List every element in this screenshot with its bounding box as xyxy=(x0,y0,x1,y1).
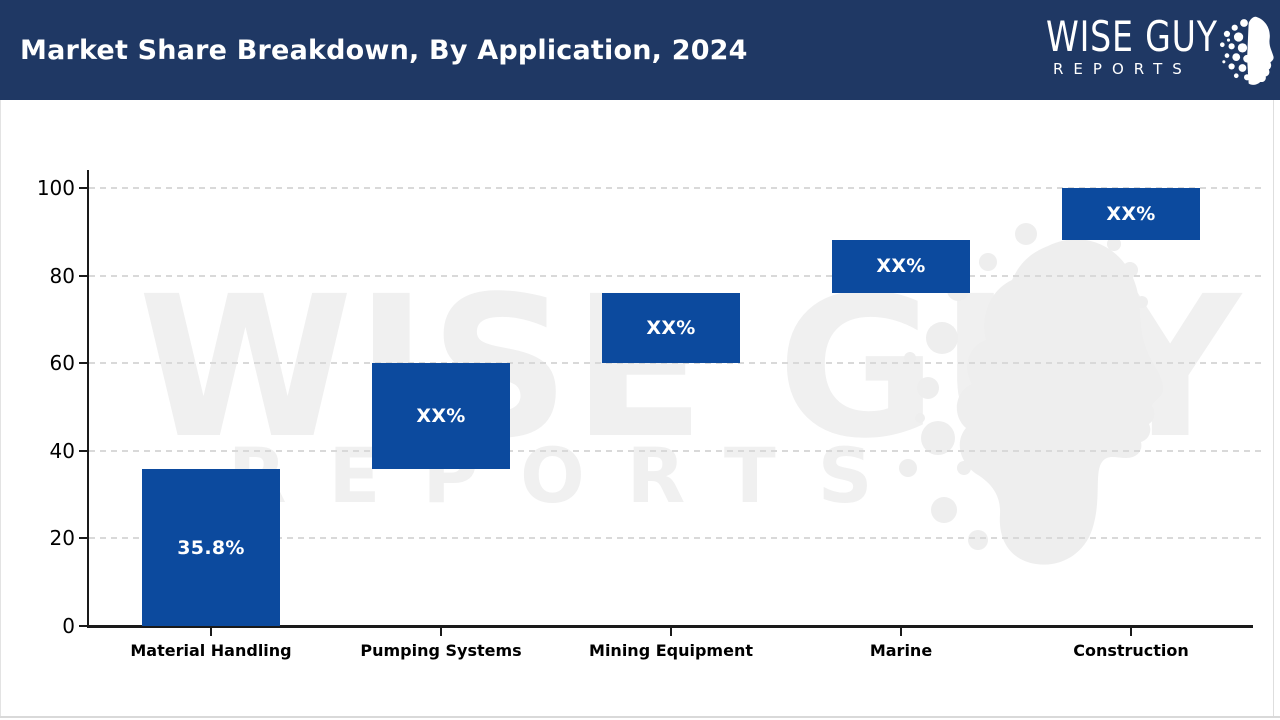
wiseguy-logo: WISE GUY REPORTS xyxy=(1046,0,1276,100)
x-category-label-marine: Marine xyxy=(869,641,933,660)
x-category-label-pumping-systems: Pumping Systems xyxy=(360,641,522,660)
gridline-100 xyxy=(89,187,1262,189)
chart-area: WISE GUY REPORTS 0 20 40 60 80 100 35.8% Materi… xyxy=(0,100,1280,720)
x-category-label-material-handling: Material Handling xyxy=(130,641,292,660)
bar-pumping-systems: XX% xyxy=(372,363,510,470)
gridline-80 xyxy=(89,274,1262,277)
y-tick-20 xyxy=(79,537,87,540)
logo-wordmark: WISE GUY xyxy=(1046,12,1218,61)
logo-subtitle: REPORTS xyxy=(1053,60,1192,78)
x-tick-mining-equipment xyxy=(670,628,672,636)
frame-border-right xyxy=(1273,100,1274,716)
frame-border-left xyxy=(0,100,1,716)
bar-value-label: XX% xyxy=(876,255,926,278)
logo-head-icon xyxy=(1219,16,1274,85)
x-tick-pumping-systems xyxy=(440,628,442,636)
y-tick-label: 60 xyxy=(49,351,75,376)
y-tick-label: 0 xyxy=(62,614,75,638)
page-header: Market Share Breakdown, By Application, … xyxy=(0,0,1280,100)
y-tick-40 xyxy=(79,449,87,452)
gridline-20 xyxy=(89,537,1262,540)
gridline-60 xyxy=(89,362,1262,365)
x-tick-marine xyxy=(900,628,902,636)
y-tick-label: 80 xyxy=(49,263,75,288)
bar-value-label: XX% xyxy=(646,317,696,340)
bar-value-label: XX% xyxy=(416,405,466,428)
y-tick-label: 100 xyxy=(36,176,75,200)
y-tick-60 xyxy=(79,362,87,365)
gridline-40 xyxy=(89,449,1262,452)
y-tick-100 xyxy=(79,187,87,189)
y-axis-line xyxy=(87,170,89,628)
y-tick-80 xyxy=(79,274,87,277)
x-tick-construction xyxy=(1130,628,1132,636)
bar-material-handling: 35.8% xyxy=(142,469,280,626)
y-tick-0 xyxy=(79,625,87,627)
x-axis-line xyxy=(87,625,1253,628)
frame-border-bottom xyxy=(0,716,1280,718)
x-category-label-mining-equipment: Mining Equipment xyxy=(589,641,753,660)
bar-marine: XX% xyxy=(832,239,970,294)
y-tick-label: 40 xyxy=(49,438,75,463)
page-title: Market Share Breakdown, By Application, … xyxy=(20,34,748,66)
bar-value-label: 35.8% xyxy=(177,536,245,559)
bar-mining-equipment: XX% xyxy=(602,293,740,364)
y-tick-label: 20 xyxy=(49,526,75,551)
bar-construction: XX% xyxy=(1062,188,1200,240)
x-category-label-construction: Construction xyxy=(1073,641,1189,660)
bar-value-label: XX% xyxy=(1106,202,1156,225)
x-tick-material-handling xyxy=(210,628,212,636)
